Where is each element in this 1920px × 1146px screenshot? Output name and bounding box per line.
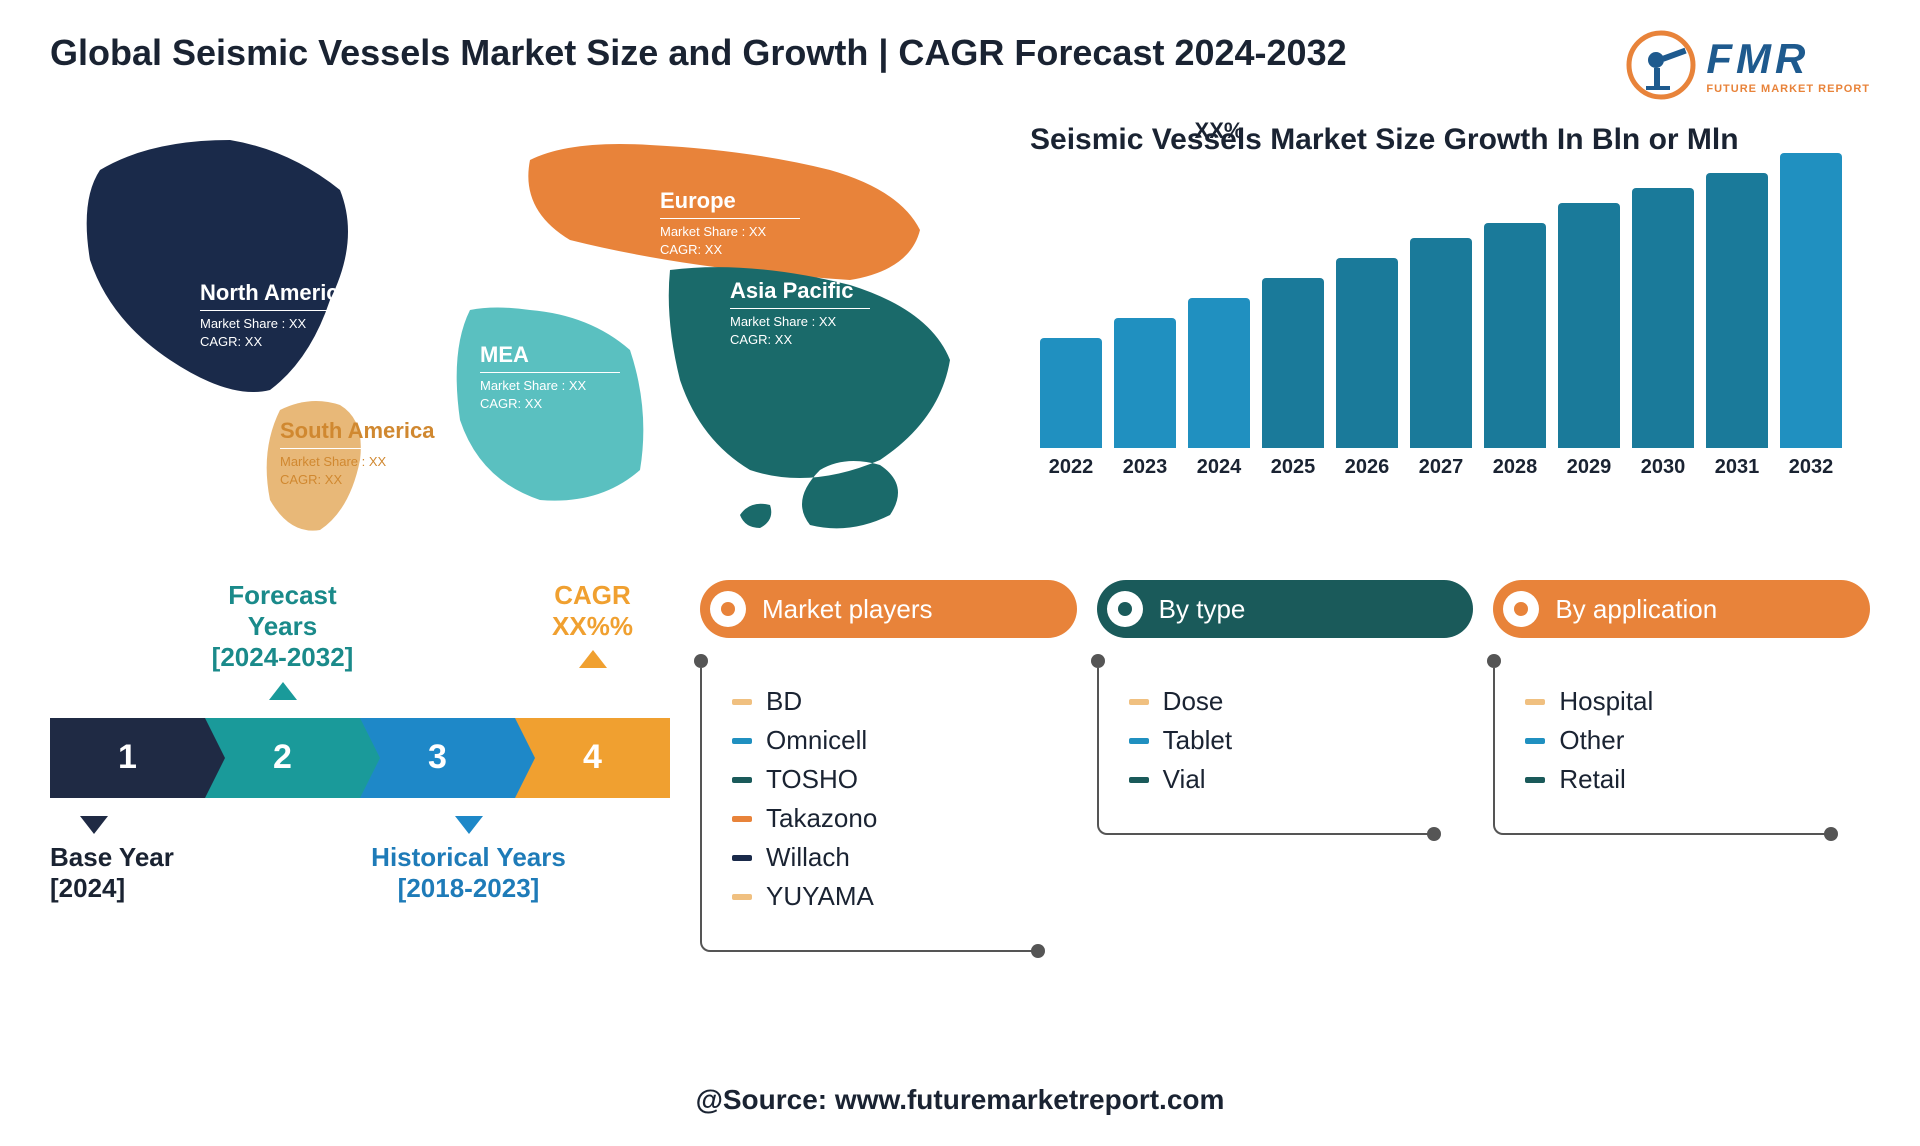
chart-title: Seismic Vessels Market Size Growth In Bl… [1030, 120, 1870, 159]
list-item: Omnicell [732, 725, 1037, 756]
arrow-up-icon [579, 650, 607, 668]
bar-2031: 2031 [1706, 173, 1768, 479]
region-label-europe: EuropeMarket Share : XXCAGR: XX [660, 188, 800, 259]
historical-label: Historical Years [360, 842, 577, 873]
base-label: Base Year [50, 842, 205, 873]
arrow-down-icon [80, 816, 108, 834]
list-item: Other [1525, 725, 1830, 756]
list-item: YUYAMA [732, 881, 1037, 912]
info-column-by-application: By application Hospital Other Retail [1493, 580, 1870, 952]
timeline-seg-4: 4 [515, 718, 670, 798]
timeline-seg-1: 1 [50, 718, 205, 798]
region-label-asia-pacific: Asia PacificMarket Share : XXCAGR: XX [730, 278, 870, 349]
pill-header: By application [1493, 580, 1870, 638]
list-item: Retail [1525, 764, 1830, 795]
pill-header: By type [1097, 580, 1474, 638]
list-item: Willach [732, 842, 1037, 873]
list-item: Vial [1129, 764, 1434, 795]
list-item: Hospital [1525, 686, 1830, 717]
bar-2026: 2026 [1336, 258, 1398, 479]
fmr-logo: FMR FUTURE MARKET REPORT [1626, 30, 1870, 100]
bar-2032: XX%2032 [1780, 153, 1842, 479]
logo-sub-text: FUTURE MARKET REPORT [1706, 83, 1870, 95]
telescope-icon [1626, 30, 1696, 100]
bar-2027: 2027 [1410, 238, 1472, 479]
timeline-section: Forecast Years [2024-2032] CAGR XX%% 1 2… [50, 580, 670, 904]
region-label-south-america: South AmericaMarket Share : XXCAGR: XX [280, 418, 434, 489]
source-attribution: @Source: www.futuremarketreport.com [0, 1084, 1920, 1116]
world-map: North AmericaMarket Share : XXCAGR: XX So… [50, 120, 990, 540]
arrow-down-icon [455, 816, 483, 834]
forecast-label: Forecast Years [205, 580, 360, 642]
list-item: TOSHO [732, 764, 1037, 795]
bar-2028: 2028 [1484, 223, 1546, 479]
info-column-market-players: Market players BD Omnicell TOSHO Takazono Wil… [700, 580, 1077, 952]
bar-chart: 20222023XX%20242025202620272028202920302… [1030, 169, 1870, 479]
cagr-value: XX%% [515, 611, 670, 642]
list-item: Tablet [1129, 725, 1434, 756]
forecast-range: [2024-2032] [205, 642, 360, 673]
list-item: Dose [1129, 686, 1434, 717]
historical-range: [2018-2023] [360, 873, 577, 904]
timeline-seg-3: 3 [360, 718, 515, 798]
info-column-by-type: By type Dose Tablet Vial [1097, 580, 1474, 952]
bar-2025: 2025 [1262, 278, 1324, 479]
bar-2022: 2022 [1040, 338, 1102, 479]
bar-2023: 2023 [1114, 318, 1176, 479]
list-item: BD [732, 686, 1037, 717]
timeline-seg-2: 2 [205, 718, 360, 798]
bar-2024: XX%2024 [1188, 298, 1250, 479]
list-item: Takazono [732, 803, 1037, 834]
logo-fmr-text: FMR [1706, 35, 1870, 83]
bar-2029: 2029 [1558, 203, 1620, 479]
base-range: [2024] [50, 873, 205, 904]
region-label-north-america: North AmericaMarket Share : XXCAGR: XX [200, 280, 351, 351]
arrow-up-icon [269, 682, 297, 700]
cagr-label: CAGR [515, 580, 670, 611]
bar-chart-section: Seismic Vessels Market Size Growth In Bl… [1030, 120, 1870, 540]
region-label-mea: MEAMarket Share : XXCAGR: XX [480, 342, 620, 413]
pill-header: Market players [700, 580, 1077, 638]
timeline-bar: 1 2 3 4 [50, 718, 670, 798]
page-title: Global Seismic Vessels Market Size and G… [50, 30, 1347, 77]
bar-2030: 2030 [1632, 188, 1694, 479]
